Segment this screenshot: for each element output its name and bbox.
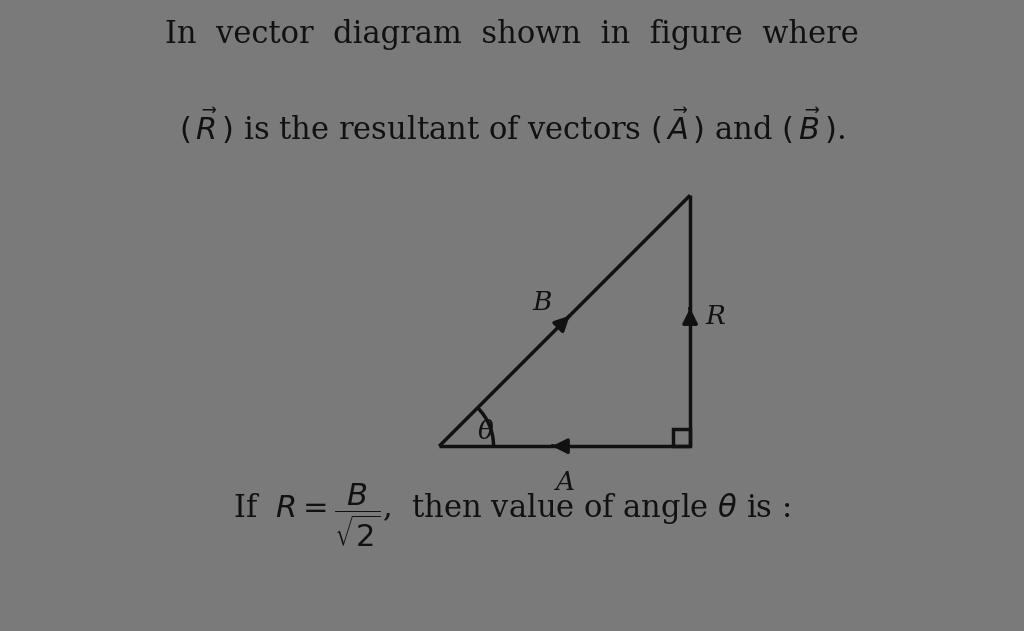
- Text: $(\,\vec{R}\,)$ is the resultant of vectors $(\,\vec{A}\,)$ and $(\,\vec{B}\,)$.: $(\,\vec{R}\,)$ is the resultant of vect…: [179, 107, 845, 147]
- Text: R: R: [706, 304, 725, 329]
- Text: In  vector  diagram  shown  in  figure  where: In vector diagram shown in figure where: [165, 19, 859, 50]
- Text: If  $R = \dfrac{B}{\sqrt{2}}$,  then value of angle $\theta$ is :: If $R = \dfrac{B}{\sqrt{2}}$, then value…: [233, 481, 791, 549]
- Text: B: B: [532, 290, 552, 315]
- Text: θ: θ: [477, 420, 494, 444]
- Text: A: A: [555, 469, 574, 495]
